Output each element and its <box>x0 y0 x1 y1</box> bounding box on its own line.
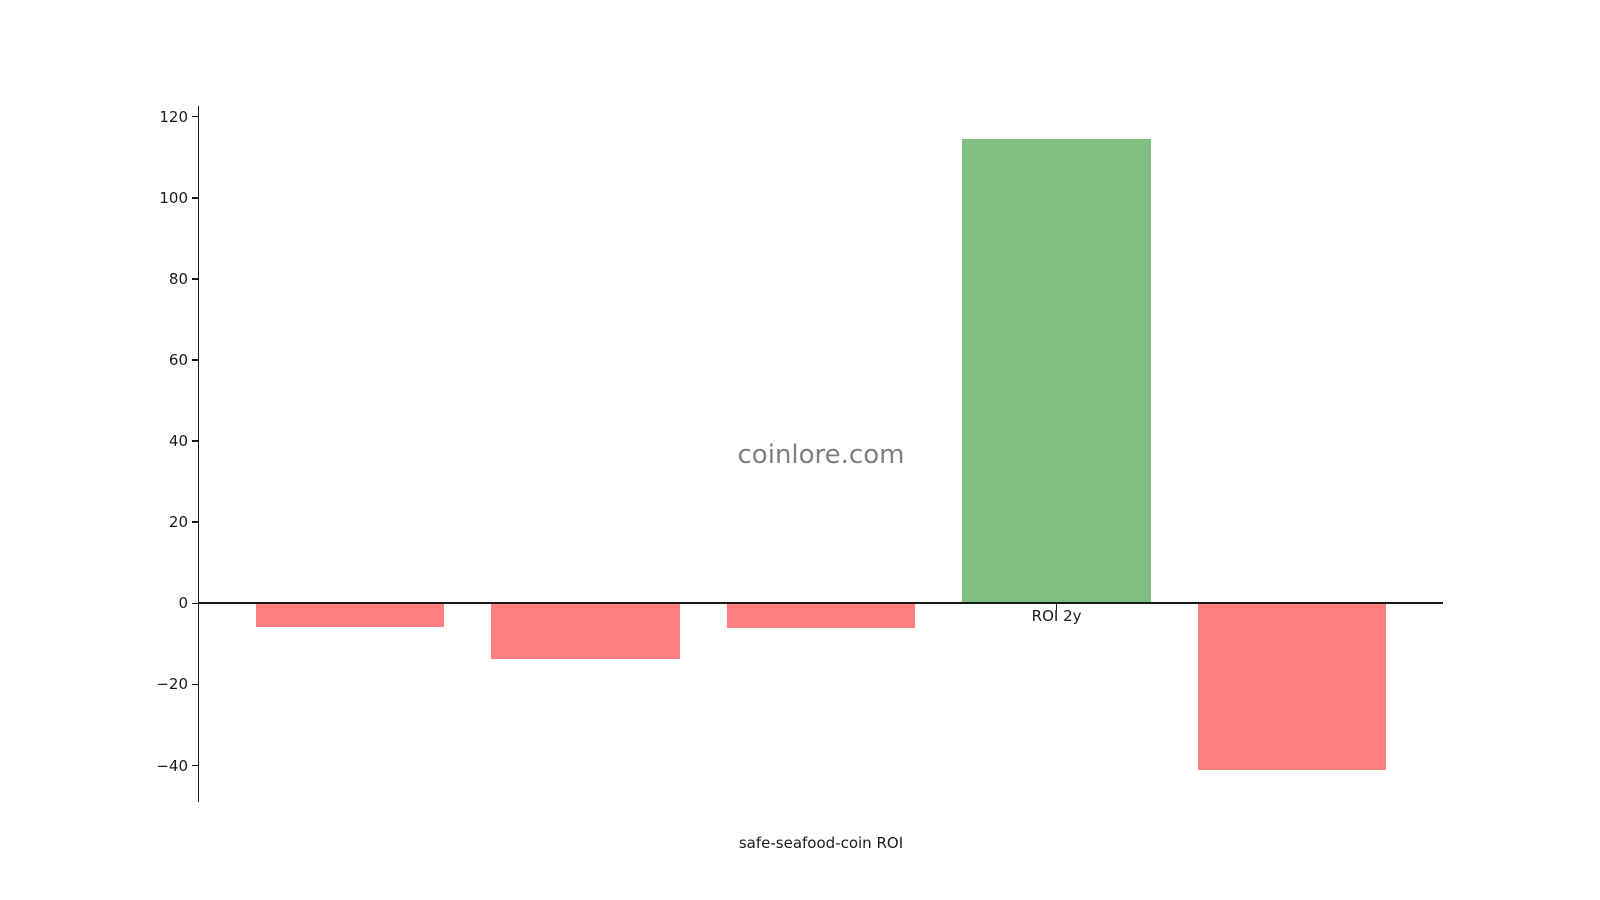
watermark-text: coinlore.com <box>737 440 905 470</box>
negative-roi-bar <box>1197 603 1387 771</box>
y-axis-tick <box>192 197 199 199</box>
y-axis-tick <box>192 521 199 523</box>
y-axis-tick-label: 100 <box>159 188 188 207</box>
negative-roi-bar <box>726 603 916 629</box>
y-axis-tick-label: 40 <box>168 432 188 451</box>
y-axis-tick <box>192 440 199 442</box>
x-axis-tick <box>1055 603 1058 611</box>
chart-title: safe-seafood-coin ROI <box>738 834 904 852</box>
y-axis-tick <box>192 278 199 280</box>
y-axis-tick-label: −20 <box>156 675 188 694</box>
y-axis-tick-label: 0 <box>178 594 188 613</box>
negative-roi-bar <box>491 603 680 660</box>
y-axis-tick <box>192 115 199 118</box>
y-axis-tick-label: 120 <box>159 107 188 126</box>
positive-roi-bar <box>962 138 1151 604</box>
x-axis-zero-line <box>199 602 1443 604</box>
y-axis-tick-label: 60 <box>168 351 188 370</box>
y-axis-tick-label: 80 <box>168 269 188 288</box>
y-axis-tick <box>192 764 199 767</box>
y-axis-tick <box>192 602 199 605</box>
y-axis-line <box>197 106 199 802</box>
y-axis-tick-label: 20 <box>168 513 188 532</box>
negative-roi-bar <box>255 603 445 628</box>
y-axis-tick-label: −40 <box>156 756 188 775</box>
x-axis-tick-label: ROI 2y <box>1031 607 1082 626</box>
y-axis-tick <box>192 683 199 686</box>
y-axis-tick <box>192 359 199 361</box>
